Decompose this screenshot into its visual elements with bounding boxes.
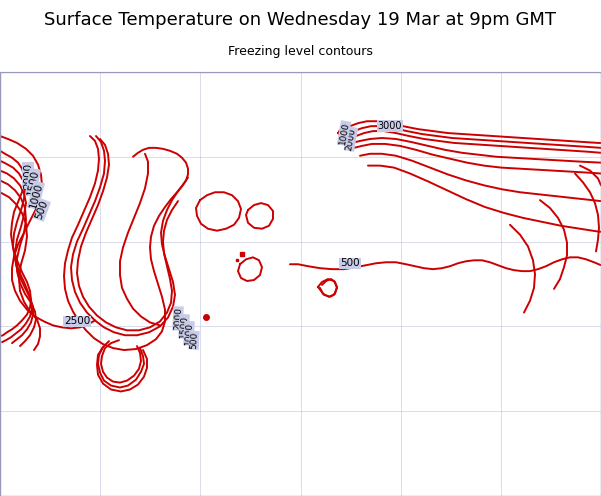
Text: 500: 500	[340, 258, 360, 268]
Text: 1000: 1000	[338, 121, 350, 145]
Text: 2000: 2000	[23, 162, 33, 188]
Text: 500: 500	[189, 331, 199, 349]
Text: 3000: 3000	[378, 121, 402, 131]
Text: 2500: 2500	[64, 316, 90, 326]
Text: Surface Temperature on Wednesday 19 Mar at 9pm GMT: Surface Temperature on Wednesday 19 Mar …	[44, 11, 557, 29]
Text: Freezing level contours: Freezing level contours	[228, 45, 373, 59]
Text: 2000: 2000	[344, 127, 358, 151]
Text: 1500: 1500	[26, 169, 40, 196]
Text: 1500: 1500	[179, 314, 189, 338]
Text: 1000: 1000	[28, 181, 44, 209]
Text: 1000: 1000	[184, 321, 194, 345]
Text: 2000: 2000	[173, 307, 183, 330]
Text: 500: 500	[34, 199, 50, 221]
